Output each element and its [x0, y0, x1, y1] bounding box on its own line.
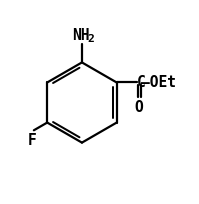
Text: —OEt: —OEt	[141, 74, 176, 89]
Text: 2: 2	[87, 34, 94, 44]
Text: O: O	[135, 99, 143, 114]
Text: NH: NH	[72, 28, 89, 43]
Text: F: F	[28, 132, 37, 147]
Text: C: C	[137, 74, 145, 89]
